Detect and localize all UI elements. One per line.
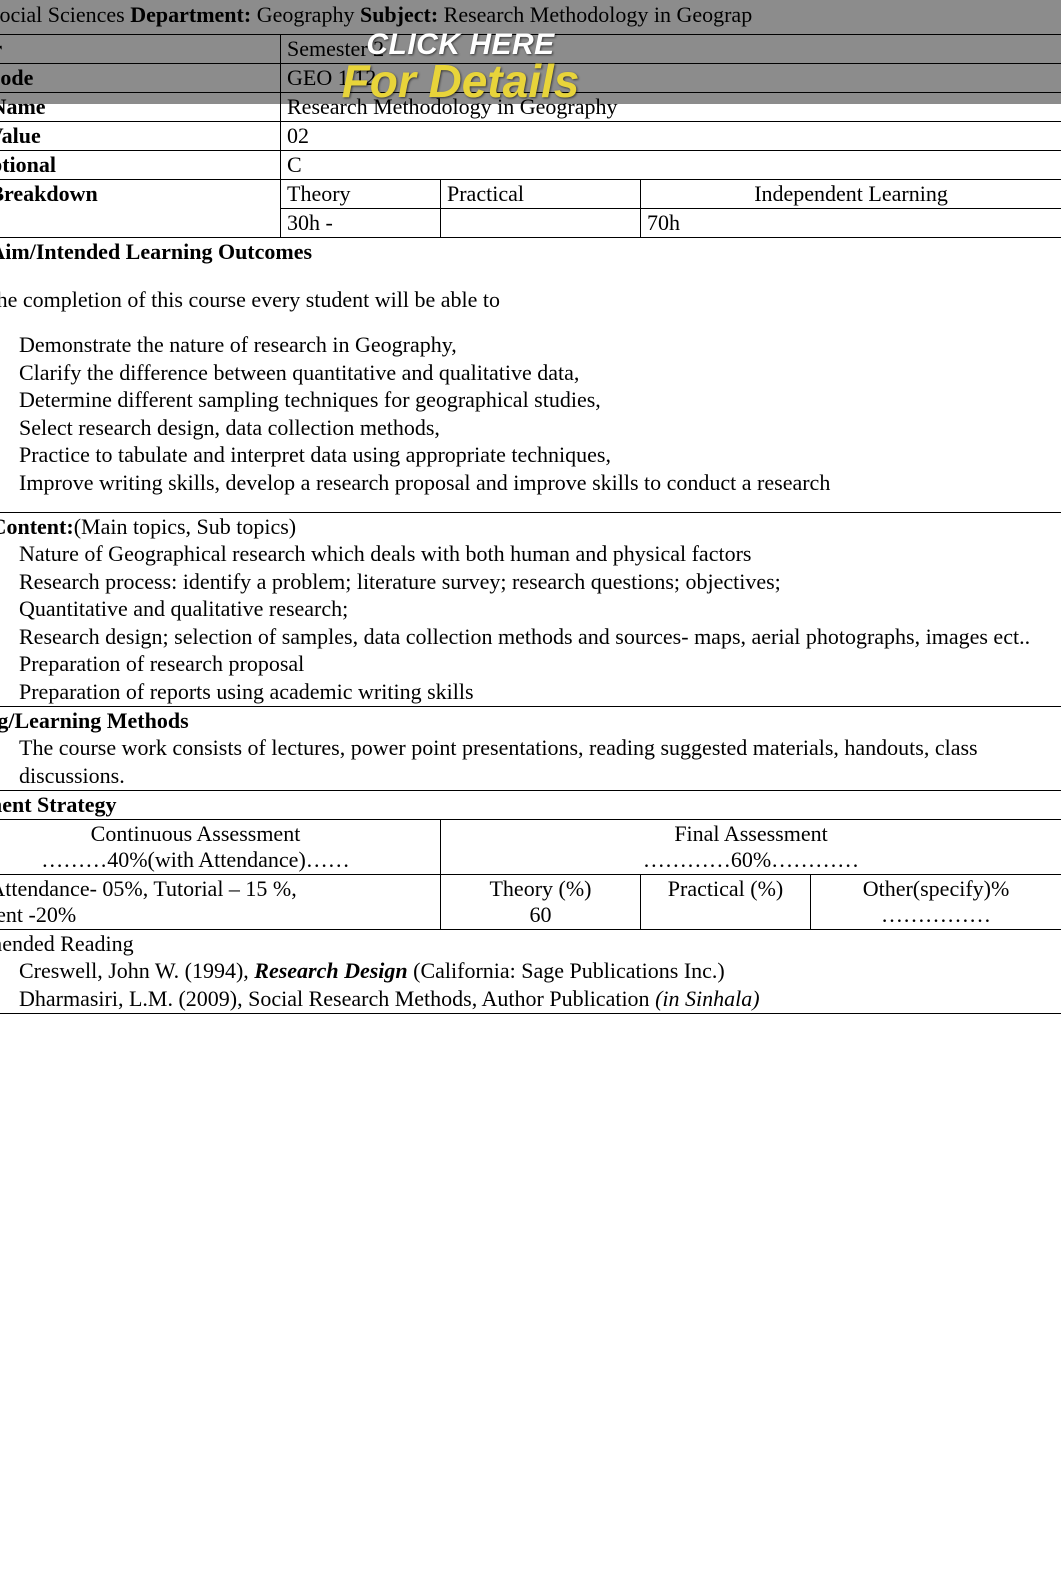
theory-pct-value: 60 xyxy=(447,902,634,928)
reading-pre: Creswell, John W. (1994), xyxy=(19,958,254,983)
outcomes-list: Demonstrate the nature of research in Ge… xyxy=(0,331,1055,496)
hourly-breakdown-label: rly Breakdown xyxy=(0,180,281,238)
header-line: lty: Social Sciences Department: Geograp… xyxy=(0,0,1061,34)
subject-value: Research Methodology in Geograp xyxy=(438,2,752,27)
course-code-value: GEO 1 12 xyxy=(281,64,1061,93)
subject-label: Subject: xyxy=(360,2,438,27)
content-heading: rse Content:(Main topics, Sub topics) xyxy=(0,514,1055,540)
reading-italic: (in Sinhala) xyxy=(655,986,760,1011)
faculty-value: Social Sciences xyxy=(0,2,130,27)
final-value: …………60%………… xyxy=(447,847,1055,873)
syllabus-table: ester Semester 2 rse code GEO 1 12 rse N… xyxy=(0,34,1061,1014)
semester-label: ester xyxy=(0,35,281,64)
reading-bold-italic: Research Design xyxy=(254,958,407,983)
outcomes-heading: rse Aim/Intended Learning Outcomes xyxy=(0,239,1055,265)
semester-value: Semester 2 xyxy=(281,35,1061,64)
department-label: Department: xyxy=(130,2,251,27)
list-item: The course work consists of lectures, po… xyxy=(0,734,1055,789)
details-line2: gnment -20% xyxy=(0,902,434,928)
continuous-value: ………40%(with Attendance)…… xyxy=(0,847,434,873)
list-item: Creswell, John W. (1994), Research Desig… xyxy=(0,957,1055,985)
outcomes-cell: rse Aim/Intended Learning Outcomes At th… xyxy=(0,238,1061,513)
other-pct-label: Other(specify)% xyxy=(817,876,1055,902)
reading-cell: ommended Reading Creswell, John W. (1994… xyxy=(0,930,1061,1014)
content-list: Nature of Geographical research which de… xyxy=(0,540,1055,705)
list-item: Preparation of research proposal xyxy=(0,650,1055,678)
department-value: Geography xyxy=(251,2,360,27)
continuous-label: Continuous Assessment xyxy=(0,821,434,847)
list-item: Research design; selection of samples, d… xyxy=(0,623,1055,651)
assessment-heading: essment Strategy xyxy=(0,791,1061,820)
other-pct-value: …………… xyxy=(817,902,1055,928)
content-heading-rest: (Main topics, Sub topics) xyxy=(74,514,296,539)
list-item: Research process: identify a problem; li… xyxy=(0,568,1055,596)
practical-pct-label: Practical (%) xyxy=(647,876,804,902)
credit-label: dit Value xyxy=(0,122,281,151)
course-name-label: rse Name xyxy=(0,93,281,122)
reading-heading: ommended Reading xyxy=(0,931,1055,957)
reading-list: Creswell, John W. (1994), Research Desig… xyxy=(0,957,1055,1012)
content-cell: rse Content:(Main topics, Sub topics) Na… xyxy=(0,513,1061,707)
theory-pct-cell: Theory (%) 60 xyxy=(441,875,641,930)
theory-hours: 30h - xyxy=(281,209,441,238)
list-item: Quantitative and qualitative research; xyxy=(0,595,1055,623)
independent-hours: 70h xyxy=(641,209,1061,238)
page-root: CLICK HERE For Details lty: Social Scien… xyxy=(0,0,1061,1014)
list-item: Practice to tabulate and interpret data … xyxy=(0,441,1055,469)
reading-pre: Dharmasiri, L.M. (2009), Social Research… xyxy=(19,986,655,1011)
course-code-label: rse code xyxy=(0,64,281,93)
outcomes-intro: At the completion of this course every s… xyxy=(0,287,1055,313)
practical-pct-cell: Practical (%) xyxy=(641,875,811,930)
list-item: Preparation of reports using academic wr… xyxy=(0,678,1055,706)
core-optional-value: C xyxy=(281,151,1061,180)
theory-pct-label: Theory (%) xyxy=(447,876,634,902)
list-item: Determine different sampling techniques … xyxy=(0,386,1055,414)
list-item: Clarify the difference between quantitat… xyxy=(0,359,1055,387)
continuous-cell: Continuous Assessment ………40%(with Attend… xyxy=(0,820,441,875)
details-cell: ils; Attendance- 05%, Tutorial – 15 %, g… xyxy=(0,875,441,930)
list-item: Improve writing skills, develop a resear… xyxy=(0,469,1055,497)
core-optional-label: e/Optional xyxy=(0,151,281,180)
content-heading-bold: rse Content: xyxy=(0,514,74,539)
independent-header: Independent Learning xyxy=(641,180,1061,209)
list-item: Demonstrate the nature of research in Ge… xyxy=(0,331,1055,359)
list-item: Nature of Geographical research which de… xyxy=(0,540,1055,568)
teaching-heading: ching/Learning Methods xyxy=(0,708,1055,734)
final-cell: Final Assessment …………60%………… xyxy=(441,820,1061,875)
list-item: Select research design, data collection … xyxy=(0,414,1055,442)
teaching-cell: ching/Learning Methods The course work c… xyxy=(0,707,1061,791)
details-text: Attendance- 05%, Tutorial – 15 %, xyxy=(0,876,297,901)
credit-value: 02 xyxy=(281,122,1061,151)
list-item: Dharmasiri, L.M. (2009), Social Research… xyxy=(0,985,1055,1013)
teaching-list: The course work consists of lectures, po… xyxy=(0,734,1055,789)
practical-header: Practical xyxy=(441,180,641,209)
course-name-value: Research Methodology in Geography xyxy=(281,93,1061,122)
theory-header: Theory xyxy=(281,180,441,209)
other-pct-cell: Other(specify)% …………… xyxy=(811,875,1061,930)
reading-post: (California: Sage Publications Inc.) xyxy=(408,958,725,983)
practical-hours xyxy=(441,209,641,238)
final-label: Final Assessment xyxy=(447,821,1055,847)
